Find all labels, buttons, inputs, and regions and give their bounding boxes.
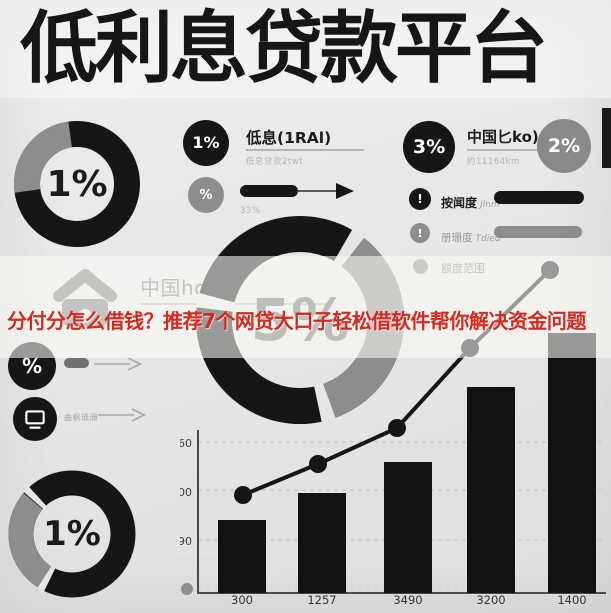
- row-label: 册珊度: [441, 232, 473, 244]
- donut-value: 1%: [43, 514, 101, 554]
- bar-indicator: [494, 226, 582, 238]
- divider: [246, 149, 364, 151]
- bar-indicator: [494, 191, 584, 204]
- arrow-right-icon: [240, 183, 354, 199]
- x-tick: 300: [231, 593, 253, 607]
- bar: [298, 493, 346, 593]
- rate-title: 低息(1RAl): [246, 129, 332, 147]
- info-subtitle: 约11164km: [467, 157, 520, 167]
- x-tick: 3200: [476, 593, 505, 607]
- bar: [548, 333, 596, 593]
- x-tick: 1400: [557, 593, 586, 607]
- y-tick: 500: [180, 486, 192, 499]
- info-row-1: 按闻度 Jlnm: [441, 192, 500, 211]
- title-band: [0, 0, 611, 98]
- donut-ring-icon: [14, 121, 140, 247]
- donut-ring-icon: [7, 469, 137, 599]
- mini-bar: [64, 358, 89, 368]
- right-edge-graphic: [602, 108, 611, 168]
- info-left-badge: 3%: [403, 121, 455, 173]
- bar: [218, 520, 266, 593]
- tools-row-label: 曲枫琏珊: [64, 413, 98, 422]
- arrow-right-icon: [98, 408, 146, 422]
- info-row-2: 册珊度 Tdied: [441, 226, 500, 245]
- y-tick: 160: [180, 437, 192, 450]
- rate-subtitle: 低息贷款2twt: [246, 157, 304, 167]
- y-tick: 190: [180, 535, 192, 548]
- row-sublabel: Tdied: [475, 234, 501, 244]
- bar-line-chart: 160 500 190 300 1257 3490 3200 1400: [180, 261, 606, 607]
- rate-badge: 1%: [183, 120, 229, 166]
- donut-chart-top-left: 1%: [7, 114, 147, 254]
- overlay-band: [0, 256, 611, 358]
- x-tick: 1257: [307, 593, 336, 607]
- headline-text: 分付分怎么借钱？推荐7个网贷大口子轻松借软件帮你解决资金问题: [7, 309, 586, 333]
- alert-icon: !: [409, 188, 431, 210]
- row-label: 按闻度: [441, 196, 478, 210]
- row-sublabel: Jlnm: [480, 200, 500, 210]
- bar: [467, 387, 515, 593]
- divider: [467, 149, 567, 151]
- rate-note: 33%: [240, 206, 261, 216]
- page-title: 低利息贷款平台: [20, 4, 548, 94]
- alert-icon: !: [410, 223, 430, 243]
- x-tick: 3490: [393, 593, 422, 607]
- bar: [384, 462, 432, 593]
- donut-chart-bottom-left: 1%: [2, 464, 142, 604]
- monitor-icon: [13, 397, 57, 441]
- info-right-badge: 2%: [537, 119, 591, 173]
- donut-value: 1%: [46, 163, 108, 205]
- axis-origin-dot: [181, 583, 193, 595]
- percent-badge: %: [188, 177, 224, 213]
- arrow-right-icon: [94, 357, 142, 371]
- info-title: 中国匕ko): [467, 128, 539, 146]
- bars: [218, 333, 596, 593]
